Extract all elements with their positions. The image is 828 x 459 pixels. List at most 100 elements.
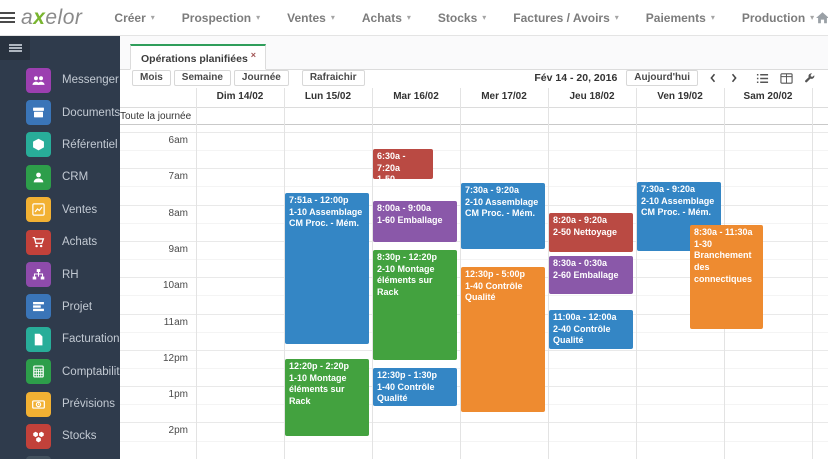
nav-menu-ventes[interactable]: Ventes ▾ — [287, 11, 335, 25]
day-header-dim-14-02: Dim 14/02 — [216, 91, 264, 102]
day-header-sam-20-02: Sam 20/02 — [743, 91, 793, 102]
day-header-lun-15-02: Lun 15/02 — [304, 91, 352, 102]
time-label-12pm: 12pm — [162, 352, 188, 364]
sidebar-item-stocks[interactable]: Stocks — [0, 420, 120, 452]
sidebar-item-crm[interactable]: CRM — [0, 161, 120, 193]
calendar-event-1-10-montage-elements-sur-rack[interactable]: 12:20p - 2:20p 1-10 Montage éléments sur … — [285, 359, 369, 436]
main-content: Opérations planifiées × Mois Semaine Journé… — [120, 36, 828, 459]
calendar-event-1-30-branchement-des-connectiques[interactable]: 8:30a - 11:30a 1-30 Branchement des conne… — [690, 225, 763, 329]
sidebar-item-comptabilite[interactable]: Comptabilité — [0, 356, 120, 388]
sidebar-item-label: CRM — [62, 171, 89, 184]
sidebar-hamburger-icon[interactable] — [0, 36, 30, 60]
sidebar-item-projet[interactable]: Projet — [0, 291, 120, 323]
next-week-button[interactable] — [728, 72, 740, 84]
sidebar-item-referentiel[interactable]: Référentiel — [0, 129, 120, 161]
sidebar-item-label: RH — [62, 268, 79, 281]
date-range-label: Fév 14 - 20, 2016 — [534, 72, 618, 84]
time-label-6am: 6am — [168, 135, 188, 146]
event-time: 8:00a - 9:00a — [377, 203, 432, 213]
calendar-event-1-40-controle-qualite[interactable]: 12:30p - 1:30p 1-40 Contrôle Qualité — [373, 368, 457, 406]
view-journee-button[interactable]: Journée — [233, 70, 289, 86]
nav-menu-prospection[interactable]: Prospection ▾ — [182, 11, 260, 25]
column-divider — [460, 88, 461, 459]
week-calendar: Dim 14/02 Lun 15/02 Mar 16/02 Mer 17/02 Jeu … — [120, 88, 828, 459]
tasks-icon — [26, 294, 51, 320]
event-title: 1-60 Emballage — [377, 214, 443, 225]
nav-menu-paiements[interactable]: Paiements ▾ — [646, 11, 715, 25]
column-divider — [372, 88, 373, 459]
tab-close-icon[interactable]: × — [250, 50, 257, 60]
column-divider — [548, 88, 549, 459]
calendar-event-2-10-assemblage-cm-proc-mem[interactable]: 7:30a - 9:20a 2-10 Assemblage CM Proc. - … — [461, 183, 545, 249]
event-time: 12:30p - 5:00p — [465, 269, 526, 279]
nav-menu-label: Achats — [361, 10, 402, 25]
view-semaine-button[interactable]: Semaine — [173, 70, 231, 86]
nav-menu-stocks[interactable]: Stocks ▾ — [438, 11, 486, 25]
navbar-right: ▾ — [814, 8, 828, 28]
caret-down-icon: ▾ — [406, 13, 411, 22]
calculator-icon — [26, 359, 51, 385]
tab-operations-planifiees[interactable]: Opérations planifiées × — [130, 44, 267, 70]
nav-menu-label: Créer — [114, 10, 146, 25]
calendar-event-2-40-controle-qualite[interactable]: 11:00a - 12:00a 2-40 Contrôle Qualité — [549, 310, 633, 349]
calendar-event-1-40-controle-qualite[interactable]: 12:30p - 5:00p 1-40 Contrôle Qualité — [461, 267, 545, 412]
settings-wrench-icon[interactable] — [803, 72, 816, 85]
axelor-logo[interactable]: axelor — [21, 5, 83, 29]
user-icon — [26, 164, 51, 190]
nav-menu-label: Factures / Avoirs — [513, 10, 610, 25]
calendar-event-2-60-emballage[interactable]: 8:30a - 0:30a 2-60 Emballage — [549, 256, 633, 294]
event-title: 2-10 Montage éléments sur Rack — [377, 263, 435, 298]
calendar-event-1-10-assemblage-cm-proc-mem[interactable]: 7:51a - 12:00p 1-10 Assemblage CM Proc. -… — [285, 193, 369, 344]
column-divider — [284, 88, 285, 459]
calendar-event-2-50-nettoyage[interactable]: 8:20a - 9:20a 2-50 Nettoyage — [549, 213, 633, 252]
nav-menu-achats[interactable]: Achats ▾ — [362, 11, 411, 25]
sidebar-item-rh[interactable]: RH — [0, 258, 120, 290]
half-hour-line — [120, 440, 828, 442]
event-time: 8:20a - 9:20a — [553, 215, 608, 225]
event-time: 7:30a - 9:20a — [465, 185, 520, 195]
caret-down-icon: ▾ — [710, 13, 715, 22]
calendar-event-1-50-nettoyage[interactable]: 6:30a - 7:20a1-50 Nettoyage — [373, 149, 433, 179]
view-mois-button[interactable]: Mois — [132, 70, 171, 86]
event-time: 6:30a - 7:20a — [377, 151, 406, 173]
navbar-menus: Créer ▾ Prospection ▾ Ventes ▾ Achats ▾ Stocks ▾ F… — [114, 11, 814, 25]
sidebar-item-production[interactable]: Production — [0, 453, 120, 459]
today-button[interactable]: Aujourd'hui — [626, 70, 698, 86]
sidebar-item-facturation[interactable]: Facturation — [0, 323, 120, 355]
sidebar-item-previsions[interactable]: Prévisions — [0, 388, 120, 420]
layout-view-icon[interactable] — [779, 72, 794, 85]
caret-down-icon: ▾ — [150, 13, 155, 22]
half-hour-line — [120, 259, 828, 261]
caret-down-icon: ▾ — [810, 13, 815, 22]
sidebar-item-messenger[interactable]: Messenger — [0, 64, 120, 96]
calendar-time-grid[interactable]: 6am 7am 8am 9am 10am 11am 12pm 1pm 2pm 7:51a - 12… — [120, 125, 828, 459]
nav-menu-production[interactable]: Production ▾ — [742, 11, 814, 25]
sidebar-item-label: Messenger — [62, 74, 119, 87]
sidebar-item-achats[interactable]: Achats — [0, 226, 120, 258]
calendar-event-1-60-emballage[interactable]: 8:00a - 9:00a 1-60 Emballage — [373, 201, 457, 242]
time-label-8am: 8am — [168, 207, 188, 219]
nav-menu-label: Stocks — [437, 10, 478, 25]
event-time: 11:00a - 12:00a — [553, 312, 617, 322]
time-label-7am: 7am — [168, 171, 188, 183]
nav-menu-factures-avoirs[interactable]: Factures / Avoirs ▾ — [513, 11, 619, 25]
caret-down-icon: ▾ — [330, 13, 335, 22]
calendar-event-2-10-montage-elements-sur-rack[interactable]: 8:30p - 12:20p 2-10 Montage éléments sur … — [373, 250, 457, 360]
home-icon[interactable] — [814, 10, 828, 26]
nav-menu-label: Production — [741, 10, 806, 25]
column-divider — [636, 88, 637, 459]
event-title: 1-10 Montage éléments sur Rack — [289, 372, 347, 407]
time-label-11am: 11am — [163, 316, 188, 328]
refresh-button[interactable]: Rafraichir — [301, 70, 365, 86]
file-icon — [26, 326, 51, 352]
sidebar-item-documents[interactable]: Documents — [0, 96, 120, 128]
event-time: 8:30p - 12:20p — [377, 252, 438, 262]
sidebar-item-label: Ventes — [62, 203, 98, 216]
list-view-icon[interactable] — [755, 72, 770, 85]
time-label-2pm: 2pm — [168, 425, 188, 437]
column-divider — [812, 88, 813, 459]
sidebar-item-ventes[interactable]: Ventes — [0, 194, 120, 226]
navbar-hamburger-icon[interactable] — [0, 10, 15, 26]
nav-menu-creer[interactable]: Créer ▾ — [114, 11, 154, 25]
prev-week-button[interactable] — [707, 72, 719, 84]
